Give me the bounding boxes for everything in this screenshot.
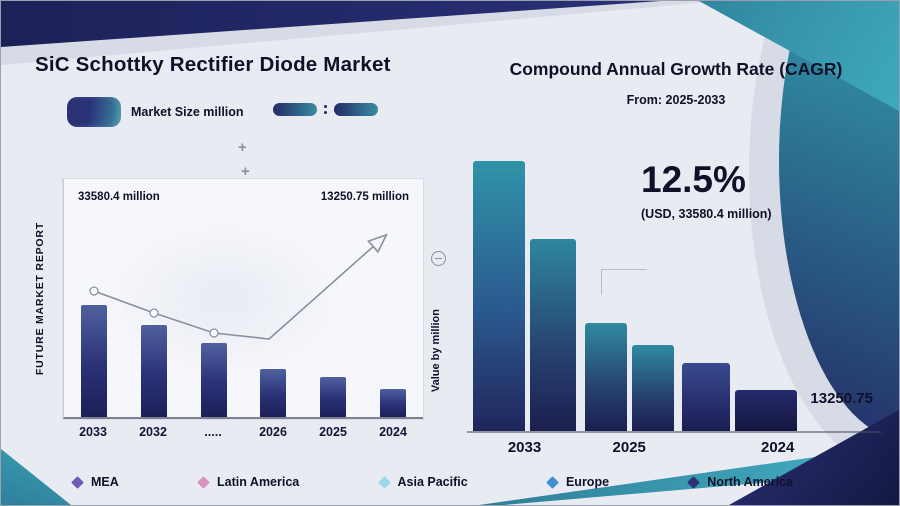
bar-pair bbox=[473, 159, 576, 431]
right-chart-axis bbox=[467, 431, 881, 433]
legend-item-asia-pacific: Asia Pacific bbox=[377, 475, 468, 489]
right-bar-2033-secondary bbox=[530, 239, 576, 431]
annotation-left: 33580.4 million bbox=[78, 191, 160, 203]
bar-pair: 13250.75 bbox=[682, 159, 873, 431]
legend-label: Europe bbox=[565, 475, 610, 489]
diamond-icon bbox=[71, 475, 84, 489]
bar-group-2024: 13250.75 2024 bbox=[682, 159, 873, 456]
legend-label: Latin America bbox=[217, 475, 300, 489]
colon-dots bbox=[324, 105, 327, 114]
left-tick-label: 2026 bbox=[259, 425, 287, 439]
cagr-value: 12.5% bbox=[641, 159, 746, 200]
trend-marker bbox=[89, 286, 99, 296]
legend-item-latin-america: Latin America bbox=[197, 475, 300, 489]
plus-decor: + bbox=[241, 163, 250, 180]
legend-label: North America bbox=[707, 475, 793, 489]
right-tick-label: 2033 bbox=[507, 439, 542, 456]
value-axis-label: Value by million bbox=[427, 281, 445, 421]
left-tick-label: 2032 bbox=[139, 425, 167, 439]
left-bar-2033 bbox=[80, 305, 107, 417]
page-title: SiC Schottky Rectifier Diode Market bbox=[35, 53, 391, 76]
diamond-icon bbox=[687, 475, 701, 489]
trend-marker bbox=[209, 328, 219, 338]
trend-marker bbox=[149, 308, 159, 318]
legend-item-europe: Europe bbox=[546, 475, 610, 489]
legend-label: Asia Pacific bbox=[397, 475, 468, 489]
cagr-note: (USD, 33580.4 million) bbox=[641, 207, 772, 221]
trend-line-svg bbox=[89, 179, 424, 340]
decor-pills bbox=[273, 103, 378, 116]
diamond-icon bbox=[546, 475, 559, 489]
plus-decor: + bbox=[238, 139, 247, 156]
market-size-label: Market Size million bbox=[131, 105, 244, 119]
left-chart-panel: 33580.4 million 13250.75 million bbox=[63, 179, 423, 419]
diamond-icon bbox=[197, 475, 210, 489]
left-tick-label: 2033 bbox=[79, 425, 107, 439]
future-market-report-label: FUTURE MARKET REPORT bbox=[31, 179, 49, 419]
left-chart-ticks: 2033 2032..... 2026 2025 2024 bbox=[63, 425, 423, 439]
legend-item-north-america: North America bbox=[687, 475, 793, 489]
cagr-stat-block: 12.5% (USD, 33580.4 million) bbox=[641, 159, 881, 221]
legend-item-mea: MEA bbox=[71, 475, 119, 489]
annotation-right: 13250.75 million bbox=[320, 191, 409, 203]
minus-circle-icon bbox=[431, 251, 446, 266]
bar-pair bbox=[584, 159, 674, 431]
right-bar-2025-primary bbox=[584, 323, 627, 431]
cagr-subtitle: From: 2025-2033 bbox=[626, 93, 726, 107]
bottom-left-teal-shape bbox=[1, 449, 71, 505]
pill-shape bbox=[273, 103, 317, 116]
left-bar-2026 bbox=[260, 369, 287, 417]
diamond-icon bbox=[377, 475, 391, 489]
left-tick-label: 2024 bbox=[379, 425, 407, 439]
value-axis-text: Value by million bbox=[430, 309, 442, 393]
legend-row: MEA Latin America Asia Pacific Europe North … bbox=[71, 475, 793, 489]
left-tick-label: 2025 bbox=[319, 425, 347, 439]
future-market-report-text: FUTURE MARKET REPORT bbox=[34, 222, 46, 376]
bar-value-label: 13250.75 bbox=[810, 390, 873, 407]
top-navy-shape bbox=[1, 1, 661, 47]
left-bar-..... bbox=[200, 343, 227, 417]
pill-shape bbox=[334, 103, 378, 116]
right-bar-2024-secondary bbox=[735, 390, 798, 431]
right-bar-2025-secondary bbox=[631, 345, 674, 431]
right-bar-2024-primary bbox=[682, 363, 731, 431]
cagr-title: Compound Annual Growth Rate (CAGR) bbox=[509, 59, 843, 79]
bar-group-2025: 2025 bbox=[584, 159, 674, 456]
market-size-icon bbox=[67, 97, 121, 127]
right-bar-2033-primary bbox=[473, 161, 525, 431]
left-bar-2024 bbox=[380, 389, 407, 417]
annotation-row: 33580.4 million 13250.75 million bbox=[64, 191, 423, 203]
bar-group-2033: 2033 bbox=[473, 159, 576, 456]
left-tick-label: ..... bbox=[204, 425, 222, 439]
trend-line bbox=[93, 237, 384, 340]
left-bar-2025 bbox=[320, 377, 347, 417]
left-bar-2032 bbox=[140, 325, 167, 417]
left-chart-bars bbox=[64, 305, 423, 417]
right-tick-label: 2025 bbox=[612, 439, 646, 456]
step-decor bbox=[601, 269, 647, 295]
right-tick-label: 2024 bbox=[761, 439, 795, 456]
right-chart-groups: 2033 2025 13250.75 2024 bbox=[473, 159, 873, 456]
right-chart: 2033 2025 13250.75 2024 bbox=[467, 159, 881, 461]
legend-label: MEA bbox=[91, 475, 119, 489]
